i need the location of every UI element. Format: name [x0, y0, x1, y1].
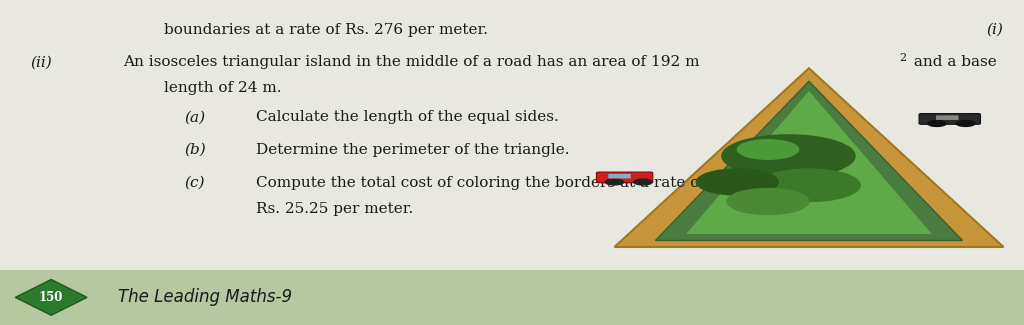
Text: Calculate the length of the equal sides.: Calculate the length of the equal sides. — [256, 111, 559, 124]
Text: 2: 2 — [899, 53, 906, 63]
FancyBboxPatch shape — [920, 114, 981, 124]
Circle shape — [696, 169, 778, 195]
Polygon shape — [686, 91, 932, 234]
Text: Determine the perimeter of the triangle.: Determine the perimeter of the triangle. — [256, 143, 569, 157]
Text: (ii): (ii) — [31, 55, 52, 69]
Text: (b): (b) — [184, 143, 206, 157]
Text: An isosceles triangular island in the middle of a road has an area of 192 m: An isosceles triangular island in the mi… — [123, 55, 699, 69]
Text: 150: 150 — [39, 291, 63, 304]
Circle shape — [956, 121, 975, 126]
Polygon shape — [15, 280, 87, 315]
FancyBboxPatch shape — [608, 174, 631, 178]
Circle shape — [928, 121, 946, 126]
Circle shape — [758, 169, 860, 202]
FancyBboxPatch shape — [0, 270, 1024, 325]
Text: Rs. 25.25 per meter.: Rs. 25.25 per meter. — [256, 202, 414, 215]
FancyBboxPatch shape — [596, 172, 653, 183]
Polygon shape — [614, 68, 1004, 247]
Polygon shape — [655, 81, 963, 240]
Circle shape — [605, 179, 624, 185]
Text: The Leading Maths-9: The Leading Maths-9 — [118, 288, 292, 306]
Text: Compute the total cost of coloring the borders at a rate of: Compute the total cost of coloring the b… — [256, 176, 705, 189]
Text: (i): (i) — [987, 23, 1004, 37]
Text: (c): (c) — [184, 176, 205, 189]
Circle shape — [634, 179, 652, 185]
FancyBboxPatch shape — [936, 115, 958, 120]
Text: and a base: and a base — [909, 55, 997, 69]
Text: boundaries at a rate of Rs. 276 per meter.: boundaries at a rate of Rs. 276 per mete… — [164, 23, 487, 37]
Circle shape — [737, 140, 799, 159]
Text: length of 24 m.: length of 24 m. — [164, 81, 282, 95]
Circle shape — [722, 135, 855, 177]
Circle shape — [727, 188, 809, 215]
Text: (a): (a) — [184, 111, 206, 124]
